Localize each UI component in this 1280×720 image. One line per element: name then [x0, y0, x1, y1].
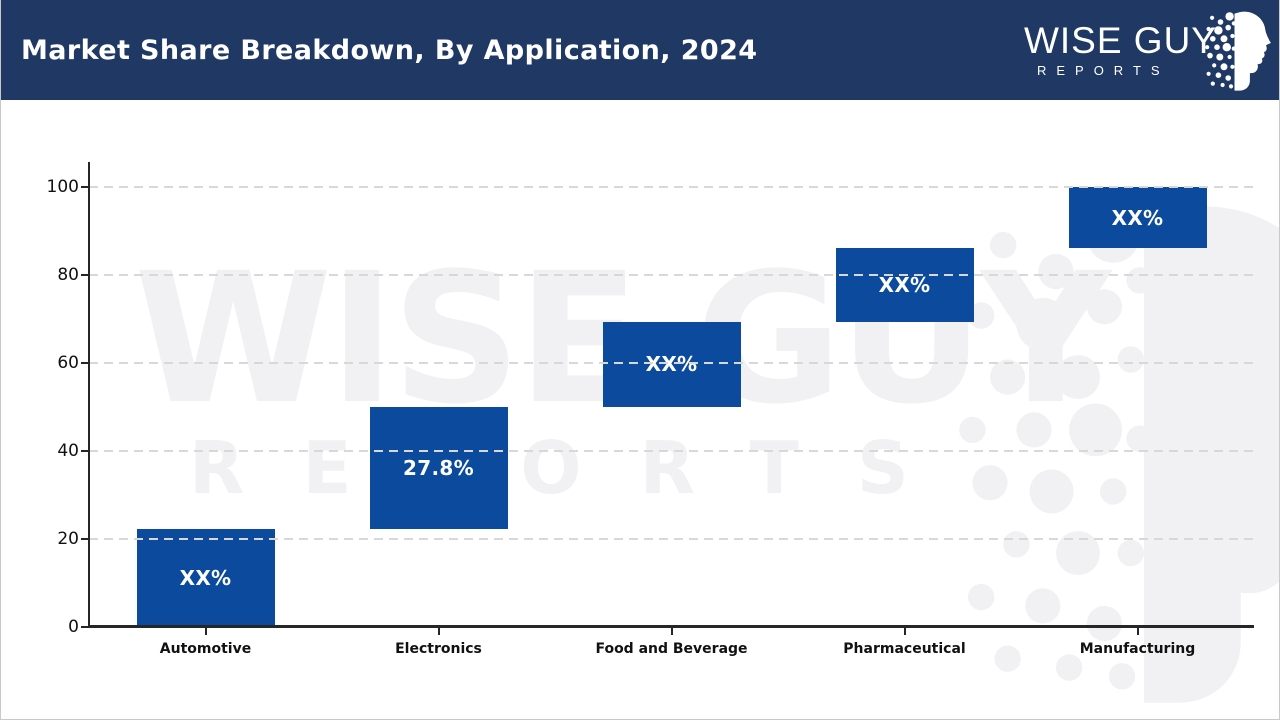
y-tick-label: 60 — [57, 353, 79, 373]
y-tick-mark — [81, 626, 88, 628]
x-tick-mark — [670, 628, 673, 635]
logo-wordmark: WISE GUY — [1023, 20, 1217, 62]
x-tick-mark — [1136, 628, 1139, 635]
y-tick-label: 0 — [68, 617, 79, 637]
category-label: Automotive — [159, 641, 252, 657]
brand-logo: WISE GUY REPORTS — [1024, 8, 1273, 92]
watermark-head-icon — [959, 206, 1279, 703]
category-label: Manufacturing — [1079, 641, 1196, 657]
gridline — [89, 274, 1254, 276]
y-tick-mark — [81, 362, 88, 364]
gridline — [89, 538, 1254, 540]
bar-value-label: XX% — [645, 352, 698, 377]
x-tick-mark — [437, 628, 440, 635]
page-title: Market Share Breakdown, By Application, … — [21, 34, 758, 66]
y-tick-mark — [81, 186, 88, 188]
x-axis — [88, 625, 1254, 628]
y-axis — [88, 162, 90, 628]
y-tick-label: 20 — [57, 529, 79, 549]
header: Market Share Breakdown, By Application, … — [1, 0, 1279, 100]
gridline — [89, 450, 1254, 452]
x-tick-mark — [903, 628, 906, 635]
category-label: Food and Beverage — [595, 641, 748, 657]
brand-logo-text: WISE GUY REPORTS — [1023, 20, 1217, 78]
y-tick-label: 100 — [46, 177, 79, 197]
bar-value-label: XX% — [1111, 205, 1164, 230]
y-tick-label: 40 — [57, 441, 79, 461]
x-tick-mark — [204, 628, 207, 635]
y-tick-label: 80 — [57, 265, 79, 285]
bar-value-label: XX% — [878, 272, 931, 297]
watermark-subtext: REPORTS — [189, 426, 967, 510]
gridline — [89, 186, 1254, 188]
bar: XX% — [136, 529, 275, 627]
bar: XX% — [835, 248, 974, 322]
logo-subtext: REPORTS — [1036, 62, 1170, 78]
bar-value-label: 27.8% — [403, 456, 474, 481]
y-tick-mark — [81, 274, 88, 276]
category-label: Pharmaceutical — [843, 641, 966, 657]
gridline — [89, 362, 1254, 364]
bar: 27.8% — [369, 407, 508, 530]
bar: XX% — [1068, 187, 1207, 249]
bar-value-label: XX% — [179, 566, 232, 591]
y-tick-mark — [81, 538, 88, 540]
bar: XX% — [602, 321, 741, 407]
category-label: Electronics — [395, 641, 482, 657]
y-tick-mark — [81, 450, 88, 452]
